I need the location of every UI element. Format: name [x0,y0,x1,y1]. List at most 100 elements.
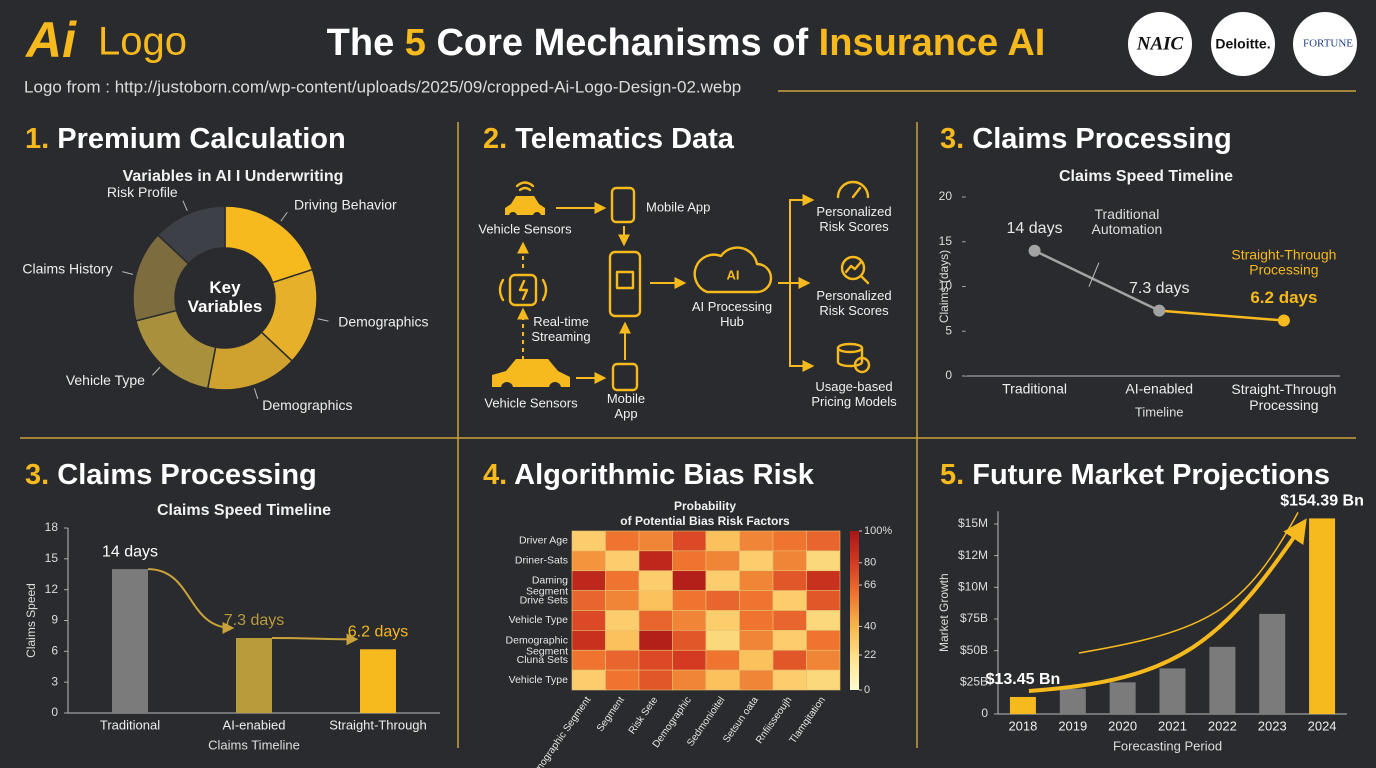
row-label: Driver Age [519,535,568,547]
x-tick-label: 2019 [1058,718,1087,733]
heat-cell [739,570,774,591]
heat-cell [672,669,707,691]
section-heading: 1. Premium Calculation [25,123,346,155]
arrow [789,194,815,283]
chart-icon [840,255,866,281]
heat-cell [672,530,707,552]
gauge-icon [836,180,870,199]
chart-title: Variables in AI I Underwriting [123,168,344,185]
x-tick-label: 2018 [1008,718,1037,733]
section-number: 4. [483,459,507,491]
point [1028,244,1041,257]
bar [1059,688,1086,714]
node-label: Usage-based Pricing Models [811,379,897,409]
y-tick-label: 0 [51,705,58,719]
heat-cell [638,530,673,552]
leader-line [317,318,329,322]
x-tick-label: 2022 [1208,718,1237,733]
heat-cell [638,550,673,572]
leader-line [152,366,161,376]
heat-cell [605,550,640,572]
heat-cell [571,530,606,552]
leader-line [280,211,288,222]
chart-title: Probability [674,499,736,513]
heat-cell [806,630,841,651]
row-label: Drive Sets [520,594,568,606]
line-segment [1159,309,1284,322]
node-label: Mobile App [607,391,645,421]
x-tick-label: AI-enabled [1125,381,1193,397]
bar [1109,682,1136,714]
heat-cell [705,669,740,691]
x-tick-label: Straight-Through [329,717,427,732]
title-part: Core Mechanisms of [426,22,819,64]
colorbar-label: 66 [864,579,876,591]
y-tick-label: $25B [960,675,988,689]
slice-label: Claims History [22,260,112,276]
heat-cell [571,630,606,651]
x-axis-label: Timeline [1135,404,1184,419]
heat-cell [605,630,640,651]
section-title: Future Market Projections [972,459,1330,491]
section-title: Algorithmic Bias Risk [514,459,815,491]
node-label: Personalized Risk Scores [816,288,891,318]
signal-icon [515,181,535,192]
donut-slice [156,205,226,265]
chart-icon [844,260,870,285]
y-tick-label: 3 [51,674,58,688]
leader-line [182,200,188,212]
badge [1128,12,1192,76]
heat-cell [672,550,707,572]
x-tick-label: 2023 [1258,718,1287,733]
heat-cell [638,669,673,691]
coins-icon [836,346,864,368]
y-tick-label: 10 [939,279,953,293]
y-tick-label: $12M [958,548,988,562]
colorbar-label: 80 [864,557,876,569]
heat-cell [672,610,707,631]
heat-cell [739,649,774,671]
heat-cell [806,610,841,631]
donut-hole [177,250,273,346]
y-tick-label: 6 [51,644,58,658]
section-number: 2. [483,123,507,155]
phone-icon [610,186,636,224]
leader-line [122,271,134,275]
heat-cell [571,669,606,691]
colorbar-label: 0 [864,684,870,696]
slice-label: Driving Behavior [294,196,397,212]
x-tick-label: Traditional [1002,381,1067,397]
x-tick-label: Traditional [100,717,160,732]
value-label: $154.39 Bn [1280,493,1364,510]
cloud-icon [693,246,773,294]
colorbar-label: 40 [864,620,876,632]
bar [1159,668,1186,714]
bar [112,569,148,713]
wheel [533,212,541,220]
connector-arrow [147,568,235,634]
y-tick-label: $75B [960,611,988,625]
y-tick-label: $15M [958,516,988,530]
heat-cell [739,550,774,572]
heat-cell [705,550,740,572]
heat-cell [571,649,606,671]
colorbar-label: 100% [864,525,892,537]
bar [360,649,396,713]
heat-cell [605,570,640,591]
slice-label: Demographics [262,397,352,413]
heat-cell [605,669,640,691]
y-tick-label: $10M [958,579,988,593]
telematics-diagram: AI Vehicle Sensors Mobile App Real-time S… [478,180,897,421]
chart-title: Claims Speed Timeline [157,502,331,519]
logo-word: Logo [98,20,187,64]
hub-icon-text: AI [727,267,740,282]
row-label: Vehicle Type [509,614,569,626]
annotation: Traditional Automation [1091,206,1162,237]
phone-icon [608,250,642,318]
x-tick-label: 2024 [1308,718,1337,733]
chip-icon [615,270,635,290]
heat-cell [806,550,841,572]
row-label: Vehicle Type [509,674,569,686]
y-tick-label: 18 [45,520,59,534]
